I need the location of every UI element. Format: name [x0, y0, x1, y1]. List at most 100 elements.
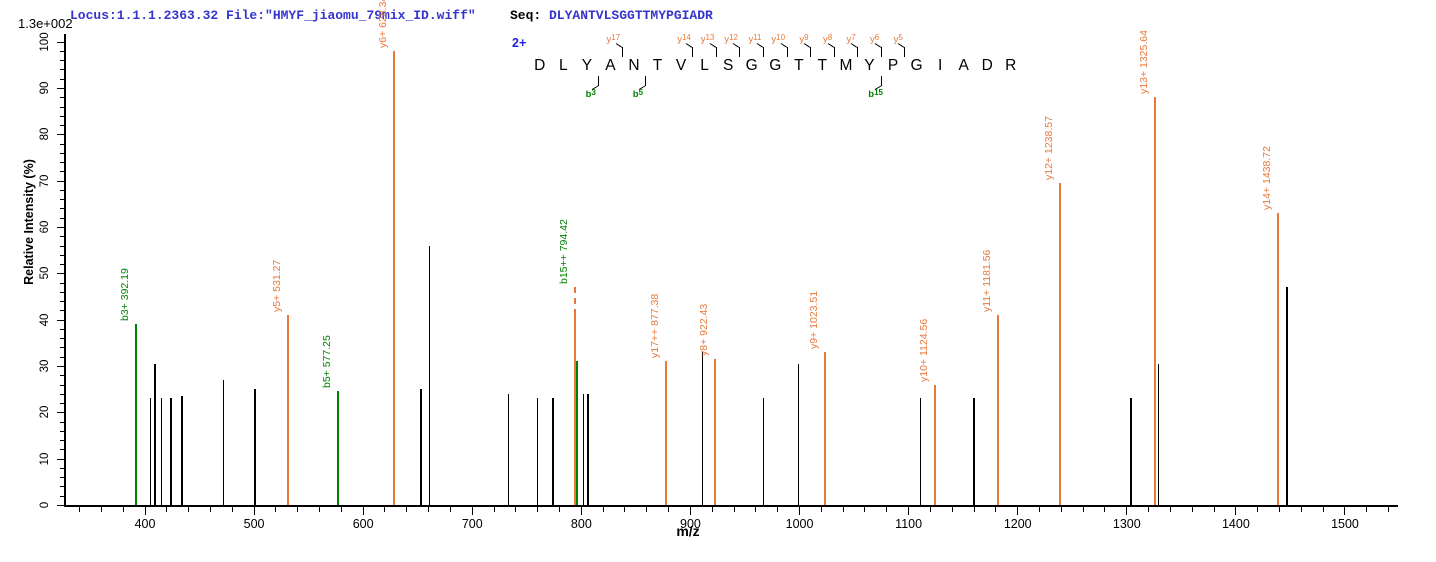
x-axis-major-tick — [1017, 507, 1019, 515]
y-axis-minor-tick — [60, 486, 64, 488]
y-axis-tick-label: 20 — [39, 405, 51, 419]
residue-R: R — [1005, 57, 1017, 74]
y-ion-label-y5: y5 — [893, 33, 903, 45]
x-axis-minor-tick — [209, 507, 211, 512]
residue-G: G — [769, 57, 782, 74]
b-ion-tick-b3 — [598, 76, 600, 86]
peak-label-y10+: y10+ 1124.56 — [918, 318, 931, 382]
x-axis-minor-tick — [1039, 507, 1041, 512]
y-ion-tick-y6 — [880, 47, 882, 57]
y-ion-label-y8: y8 — [822, 33, 833, 45]
residue-Y: Y — [864, 57, 875, 74]
y-axis-minor-tick — [60, 393, 64, 395]
x-axis-major-tick — [1235, 507, 1237, 515]
y-axis-minor-tick — [60, 143, 64, 145]
residue-D: D — [981, 57, 993, 74]
y-axis-minor-tick — [60, 477, 64, 479]
residue-M: M — [839, 57, 853, 74]
y-ion-tick-y8 — [833, 47, 835, 57]
y-axis-tick-label: 80 — [39, 127, 51, 141]
y-axis-minor-tick — [60, 310, 64, 312]
x-axis-line — [64, 505, 1398, 507]
peak-dashed-extension — [574, 287, 577, 316]
y-axis-major-tick — [57, 319, 64, 321]
peak-b5+ — [337, 391, 340, 505]
x-axis-major-tick — [580, 507, 582, 515]
x-axis-tick-label: 1000 — [785, 517, 814, 531]
y-ion-label-y6: y6 — [870, 33, 880, 45]
x-axis-minor-tick — [602, 507, 604, 512]
x-axis-tick-label: 600 — [352, 517, 374, 531]
peak-unassigned — [160, 398, 163, 505]
x-axis-minor-tick — [559, 507, 561, 512]
y-axis-minor-tick — [60, 106, 64, 108]
y-axis-tick-label: 0 — [39, 501, 51, 509]
peak-label-b3+: b3+ 392.19 — [119, 268, 132, 322]
x-axis-major-tick — [1344, 507, 1346, 515]
y-axis-minor-tick — [60, 328, 64, 330]
b-ion-label-b5: b5 — [632, 88, 644, 100]
peak-unassigned — [701, 352, 704, 505]
peak-y14+ — [1277, 213, 1280, 505]
y-axis-minor-tick — [60, 236, 64, 238]
y-axis-minor-tick — [60, 171, 64, 173]
peak-y9+ — [824, 352, 827, 505]
x-axis-minor-tick — [1191, 507, 1193, 512]
x-axis-minor-tick — [122, 507, 124, 512]
peak-y5+ — [287, 315, 290, 505]
locus-file-text: Locus:1.1.1.2363.32 File:"HMYF_jiaomu_79… — [70, 8, 476, 23]
peak-y12+ — [1058, 183, 1061, 505]
residue-S: S — [722, 57, 734, 74]
x-axis-title: m/z — [676, 523, 700, 539]
y-axis-major-tick — [57, 412, 64, 414]
peak-y10+ — [934, 384, 937, 505]
peak-overlap-y — [574, 315, 577, 505]
peak-unassigned — [797, 363, 800, 505]
peak-unassigned — [1286, 287, 1288, 505]
x-axis-major-tick — [908, 507, 910, 515]
x-axis-major-tick — [1126, 507, 1128, 515]
peak-y11+ — [996, 315, 999, 505]
residue-T: T — [794, 57, 804, 74]
residue-A: A — [605, 57, 616, 74]
peak-unassigned — [919, 398, 922, 505]
seq-value: DLYANTVLSGGTTMYPGIADR — [549, 8, 713, 23]
y-ion-label-y17: y17 — [606, 33, 621, 45]
peak-unassigned — [762, 398, 765, 505]
y-axis-minor-tick — [60, 199, 64, 201]
peak-y13+ — [1153, 97, 1156, 505]
b-ion-label-b15: b15 — [868, 88, 883, 100]
residue-P: P — [887, 57, 899, 74]
y-ion-label-y12: y12 — [724, 33, 738, 45]
x-axis-minor-tick — [297, 507, 299, 512]
seq-label: Seq: — [510, 8, 542, 23]
x-axis-minor-tick — [1300, 507, 1302, 512]
y-axis-minor-tick — [60, 97, 64, 99]
x-axis-minor-tick — [1257, 507, 1259, 512]
x-axis-minor-tick — [1082, 507, 1084, 512]
y-ion-label-y9: y9 — [799, 33, 809, 45]
peak-unassigned — [1157, 363, 1160, 505]
y-axis-tick-label: 90 — [39, 81, 51, 95]
x-axis-tick-label: 500 — [243, 517, 265, 531]
b-ion-tick-b15 — [880, 76, 882, 86]
peak-unassigned — [1130, 398, 1132, 505]
peak-label-y6+: y6+ 628.34 — [377, 0, 390, 48]
y-axis-minor-tick — [60, 189, 64, 191]
y-axis-minor-tick — [60, 125, 64, 127]
y-axis-tick-label: 30 — [39, 359, 51, 373]
x-axis-minor-tick — [624, 507, 626, 512]
y-axis-max-intensity-label: 1.3e+002 — [18, 16, 73, 31]
x-axis-major-tick — [144, 507, 146, 515]
x-axis-minor-tick — [79, 507, 81, 512]
y-axis-minor-tick — [60, 495, 64, 497]
y-axis-minor-tick — [60, 152, 64, 154]
residue-L: L — [700, 57, 709, 74]
y-axis-tick-label: 100 — [39, 32, 51, 52]
y-axis-minor-tick — [60, 69, 64, 71]
y-axis-minor-tick — [60, 467, 64, 469]
peak-unassigned — [181, 396, 183, 505]
x-axis-minor-tick — [733, 507, 735, 512]
y-ion-label-y11: y11 — [748, 33, 762, 45]
y-ion-label-y10: y10 — [771, 33, 786, 45]
